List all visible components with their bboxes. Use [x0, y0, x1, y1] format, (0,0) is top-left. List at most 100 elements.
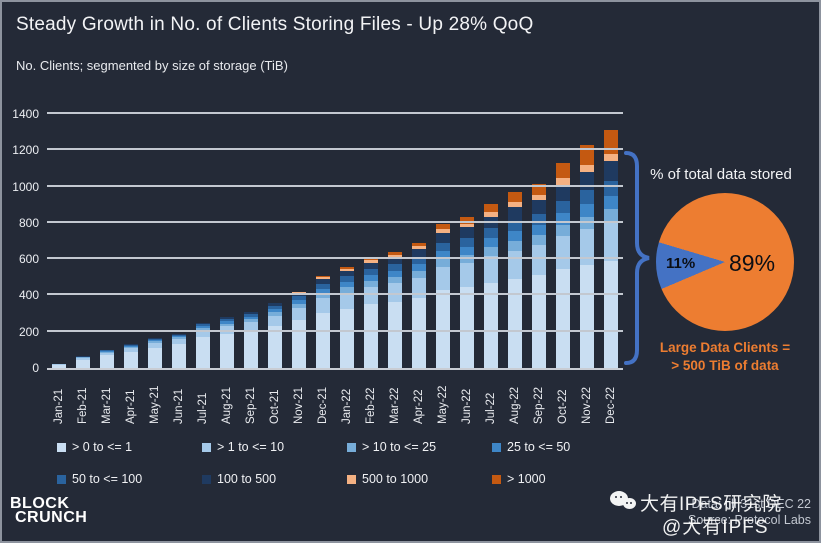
segment: [100, 350, 114, 351]
segment: [532, 213, 546, 225]
segment: [412, 249, 426, 258]
segment: [388, 256, 402, 265]
legend-item: > 1000: [492, 472, 637, 486]
x-tick-label: Jun-21: [173, 388, 185, 424]
legend-swatch: [492, 442, 501, 452]
gridline-1200: [47, 148, 623, 151]
segment: [388, 251, 402, 255]
segment: [436, 242, 450, 252]
segment: [340, 270, 354, 277]
segment: [364, 275, 378, 281]
segment: [220, 321, 234, 324]
segment: [172, 334, 186, 336]
segment: [52, 364, 66, 368]
segment: [244, 331, 258, 368]
segment: [556, 178, 570, 185]
segment: [556, 184, 570, 201]
x-tick-label: May-21: [149, 385, 161, 424]
segment: [460, 287, 474, 368]
segment: [340, 267, 354, 269]
segment: [124, 344, 138, 346]
segment: [148, 347, 162, 368]
y-tick-label: 1200: [12, 143, 39, 158]
gridline-1000: [47, 184, 623, 187]
segment: [508, 202, 522, 208]
segment: [124, 351, 138, 368]
segment: [340, 292, 354, 309]
gridline-400: [47, 293, 623, 296]
y-tick-label: 800: [18, 215, 39, 230]
segment: [604, 161, 618, 182]
legend-item: 500 to 1000: [347, 472, 492, 486]
segment: [436, 259, 450, 267]
segment: [196, 324, 210, 326]
segment: [292, 300, 306, 305]
segment: [364, 262, 378, 270]
segment: [364, 280, 378, 287]
plot-area: [47, 112, 623, 370]
bar-Mar-21: [100, 114, 114, 368]
bar-Feb-22: [364, 114, 378, 368]
segment: [196, 327, 210, 331]
segment: [196, 337, 210, 368]
segment: [148, 338, 162, 340]
legend-label: 25 to <= 50: [507, 440, 571, 454]
segment: [388, 283, 402, 302]
segment: [316, 293, 330, 299]
segment: [508, 207, 522, 221]
x-tick-label: Aug-21: [221, 386, 233, 424]
segment: [508, 240, 522, 251]
segment: [292, 304, 306, 309]
segment: [172, 337, 186, 339]
segment: [556, 200, 570, 214]
logo-line2: CRUNCH: [15, 509, 88, 527]
segment: [604, 153, 618, 162]
segment: [412, 278, 426, 298]
segment: [76, 359, 90, 368]
segment: [388, 264, 402, 271]
segment: [436, 223, 450, 230]
segment: [604, 196, 618, 210]
bar-Sep-22: [532, 114, 546, 368]
segment: [604, 181, 618, 197]
bar-Jan-21: [52, 114, 66, 368]
legend-label: > 0 to <= 1: [72, 440, 133, 454]
legend-label: 500 to 1000: [362, 472, 429, 486]
legend-swatch: [202, 442, 211, 452]
segment: [412, 297, 426, 368]
segment: [460, 254, 474, 264]
pie-label-89: 89%: [729, 250, 776, 276]
x-tick-label: Mar-21: [101, 387, 113, 424]
segment: [484, 203, 498, 213]
watermark: 大有IPFS研究院 @大有IPFS: [610, 489, 819, 539]
segment: [436, 251, 450, 259]
segment: [148, 340, 162, 342]
legend-swatch: [492, 474, 501, 484]
bar-May-21: [148, 114, 162, 368]
segment: [508, 220, 522, 232]
segment: [388, 270, 402, 277]
segment: [340, 268, 354, 271]
segment: [580, 216, 594, 230]
x-tick-label: Nov-21: [293, 386, 305, 424]
y-tick-label: 0: [32, 361, 39, 375]
segment: [340, 281, 354, 288]
bar-series-container: [47, 114, 623, 368]
segment: [508, 192, 522, 203]
x-tick-label: Sep-21: [245, 386, 257, 424]
legend: > 0 to <= 1 > 1 to <= 10 > 10 to <= 25 25 t…: [57, 440, 637, 486]
segment: [220, 319, 234, 322]
segment: [484, 238, 498, 248]
pie-annotation: Large Data Clients = > 500 TiB of data: [624, 339, 819, 374]
x-tick-label: Jan-21: [53, 388, 65, 424]
segment: [268, 309, 282, 313]
legend-item: > 1 to <= 10: [202, 440, 347, 454]
y-tick-label: 200: [18, 324, 39, 339]
legend-item: 25 to <= 50: [492, 440, 637, 454]
x-tick-label: Jul-22: [485, 392, 497, 424]
x-tick-label: Aug-22: [509, 386, 521, 424]
segment: [196, 330, 210, 338]
segment: [460, 263, 474, 288]
segment: [556, 269, 570, 368]
source-note: Source: Protocol Labs: [688, 513, 811, 528]
